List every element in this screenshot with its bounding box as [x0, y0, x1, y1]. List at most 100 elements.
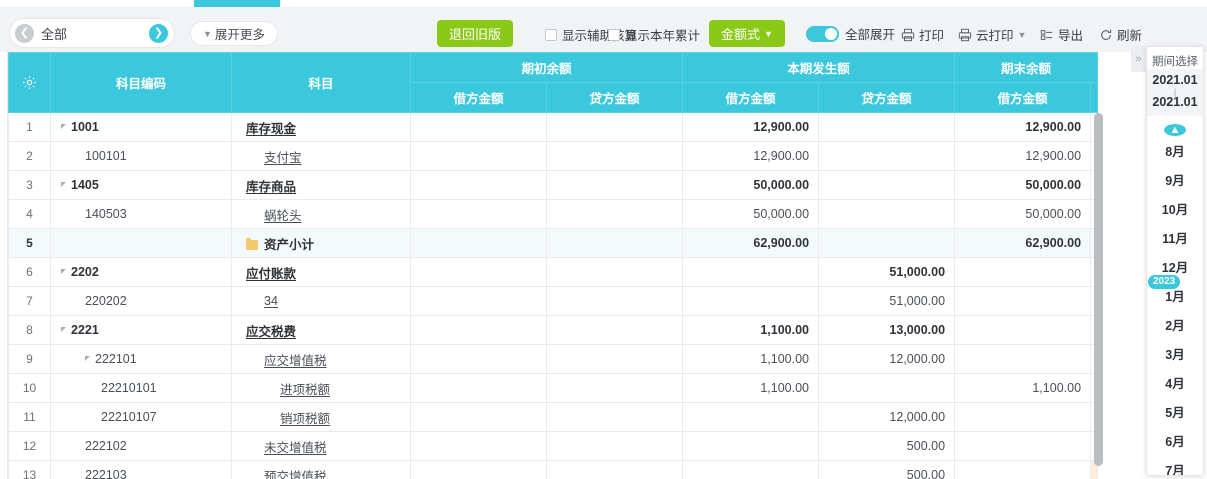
- checkbox-box[interactable]: [608, 28, 620, 41]
- table-row[interactable]: 9 222101 应交增值税 1,100.00 12,000.00: [8, 344, 1098, 374]
- opening-debit-amount: [410, 141, 547, 171]
- scope-selector[interactable]: ❮ 全部 ❯: [9, 18, 175, 48]
- current-credit-amount: [818, 199, 956, 229]
- table-row[interactable]: 3 1405 库存商品 50,000.00 50,000.00: [8, 170, 1098, 200]
- chevron-down-icon: ▼: [764, 28, 773, 39]
- subject-link[interactable]: 支付宝: [264, 150, 302, 165]
- chevron-down-icon[interactable]: ▼: [1017, 29, 1027, 40]
- month-item[interactable]: 12月: [1161, 261, 1189, 276]
- table-row[interactable]: 12 222102 未交增值税 500.00: [8, 431, 1098, 461]
- col-header-closing-debit[interactable]: 借方金额: [954, 82, 1092, 113]
- month-item[interactable]: 7月: [1165, 464, 1185, 476]
- current-credit-amount: 12,000.00: [818, 344, 956, 374]
- table-row[interactable]: 7 220202 34 51,000.00: [8, 286, 1098, 316]
- row-subject-name[interactable]: 库存商品: [231, 170, 411, 200]
- expand-triangle-icon[interactable]: [61, 124, 66, 129]
- table-row[interactable]: 6 2202 应付账款 51,000.00: [8, 257, 1098, 287]
- expand-triangle-icon[interactable]: [61, 182, 66, 187]
- chevron-right-icon[interactable]: ❯: [149, 23, 168, 43]
- table-row[interactable]: 13 222103 预交增值税 500.00: [8, 460, 1098, 479]
- print-button[interactable]: 打印: [901, 25, 944, 44]
- chevron-left-icon[interactable]: ❮: [15, 23, 34, 43]
- row-subject-name[interactable]: 进项税额: [231, 373, 411, 403]
- month-item[interactable]: 10月: [1161, 203, 1189, 218]
- row-subject-code: 220202: [50, 286, 232, 316]
- subject-link[interactable]: 库存现金: [246, 121, 297, 136]
- col-header-current-debit[interactable]: 借方金额: [682, 82, 820, 113]
- month-item[interactable]: 3月: [1165, 348, 1185, 363]
- subject-link[interactable]: 应交增值税: [264, 353, 327, 368]
- row-subject-name[interactable]: 销项税额: [231, 402, 411, 432]
- table-row[interactable]: 4 140503 蜗轮头 50,000.00 50,000.00: [8, 199, 1098, 229]
- row-subject-name[interactable]: 资产小计: [231, 228, 411, 258]
- period-panel-collapse-button[interactable]: »: [1131, 46, 1146, 72]
- month-item[interactable]: 6月: [1165, 435, 1185, 450]
- subject-link[interactable]: 未交增值税: [264, 440, 327, 455]
- month-item[interactable]: 8月: [1165, 145, 1185, 160]
- month-item[interactable]: 11月: [1162, 232, 1188, 247]
- col-header-opening-credit[interactable]: 贷方金额: [545, 82, 684, 113]
- subject-link[interactable]: 销项税额: [280, 411, 331, 426]
- row-subject-name[interactable]: 支付宝: [231, 141, 411, 171]
- ledger-table-container[interactable]: 科目编码 科目 期初余额 本期发生额 期末余额 借方金额 贷方金额 借方金额 贷…: [7, 52, 1104, 479]
- chevron-double-up-icon[interactable]: ▲: [1164, 124, 1186, 137]
- row-subject-name[interactable]: 预交增值税: [231, 460, 411, 479]
- period-range-start: 2021.01: [1152, 73, 1198, 87]
- col-header-current-credit[interactable]: 贷方金额: [818, 82, 956, 113]
- subject-link[interactable]: 34: [264, 294, 278, 308]
- amount-style-dropdown-button[interactable]: 金额式 ▼: [709, 20, 785, 47]
- subject-link[interactable]: 蜗轮头: [264, 208, 302, 223]
- row-subject-name[interactable]: 未交增值税: [231, 431, 411, 461]
- period-selection-panel: 期间选择 2021.01 | 2021.01 ▲ 8月 9月 10月 11月 12月 20…: [1146, 46, 1204, 476]
- table-row[interactable]: 5 资产小计 62,900.00 62,900.00: [8, 228, 1098, 258]
- opening-credit-amount: [545, 460, 684, 479]
- opening-debit-amount: [410, 286, 547, 316]
- table-row[interactable]: 10 22210101 进项税额 1,100.00 1,100.00: [8, 373, 1098, 403]
- toggle-switch[interactable]: [806, 25, 839, 42]
- month-item[interactable]: 9月: [1165, 174, 1185, 189]
- col-group-current-period: 本期发生额: [682, 52, 956, 83]
- closing-debit-amount: [954, 286, 1092, 316]
- table-row[interactable]: 8 2221 应交税费 1,100.00 13,000.00: [8, 315, 1098, 345]
- row-subject-name[interactable]: 蜗轮头: [231, 199, 411, 229]
- col-header-opening-debit[interactable]: 借方金额: [410, 82, 547, 113]
- subject-link[interactable]: 预交增值税: [264, 469, 327, 479]
- month-item[interactable]: 5月: [1165, 406, 1185, 421]
- row-index: 9: [8, 344, 51, 374]
- period-range-display[interactable]: 2021.01 | 2021.01: [1147, 69, 1203, 117]
- expand-triangle-icon[interactable]: [61, 269, 66, 274]
- col-header-code[interactable]: 科目编码: [50, 52, 232, 113]
- export-label: 导出: [1058, 29, 1084, 43]
- table-row[interactable]: 2 100101 支付宝 12,900.00 12,900.00: [8, 141, 1098, 171]
- row-subject-name[interactable]: 库存现金: [231, 112, 411, 142]
- expand-all-toggle[interactable]: 全部展开: [806, 24, 895, 43]
- table-row[interactable]: 1 1001 库存现金 12,900.00 12,900.00: [8, 112, 1098, 142]
- month-item[interactable]: 2023 1月: [1147, 275, 1203, 312]
- expand-triangle-icon[interactable]: [61, 327, 66, 332]
- subject-link[interactable]: 应交税费: [246, 324, 297, 339]
- subject-link[interactable]: 库存商品: [246, 179, 297, 194]
- subject-link[interactable]: 应付账款: [246, 266, 297, 281]
- col-header-closing-credit[interactable]: [1090, 82, 1098, 113]
- row-subject-name[interactable]: 应交增值税: [231, 344, 411, 374]
- table-row[interactable]: 11 22210107 销项税额 12,000.00: [8, 402, 1098, 432]
- row-subject-name[interactable]: 应付账款: [231, 257, 411, 287]
- refresh-button[interactable]: 刷新: [1099, 25, 1142, 44]
- month-item[interactable]: 2月: [1165, 319, 1185, 334]
- checkbox-show-ytd[interactable]: 显示本年累计: [608, 25, 700, 44]
- expand-more-button[interactable]: ▼ 展开更多: [190, 21, 278, 46]
- cloud-print-button[interactable]: 云打印 ▼: [958, 25, 1026, 44]
- row-subject-name[interactable]: 34: [231, 286, 411, 316]
- checkbox-box[interactable]: [545, 28, 557, 41]
- month-item[interactable]: 4月: [1165, 377, 1185, 392]
- current-debit-amount: 50,000.00: [682, 170, 820, 200]
- export-button[interactable]: 导出: [1040, 25, 1083, 44]
- col-header-subject[interactable]: 科目: [231, 52, 411, 113]
- expand-triangle-icon[interactable]: [85, 356, 90, 361]
- settings-icon[interactable]: [8, 52, 51, 113]
- subject-link[interactable]: 进项税额: [280, 382, 331, 397]
- active-tab-indicator[interactable]: [194, 0, 280, 7]
- rollback-old-version-button[interactable]: 退回旧版: [437, 20, 514, 47]
- table-vertical-scrollbar[interactable]: [1094, 113, 1103, 466]
- row-subject-name[interactable]: 应交税费: [231, 315, 411, 345]
